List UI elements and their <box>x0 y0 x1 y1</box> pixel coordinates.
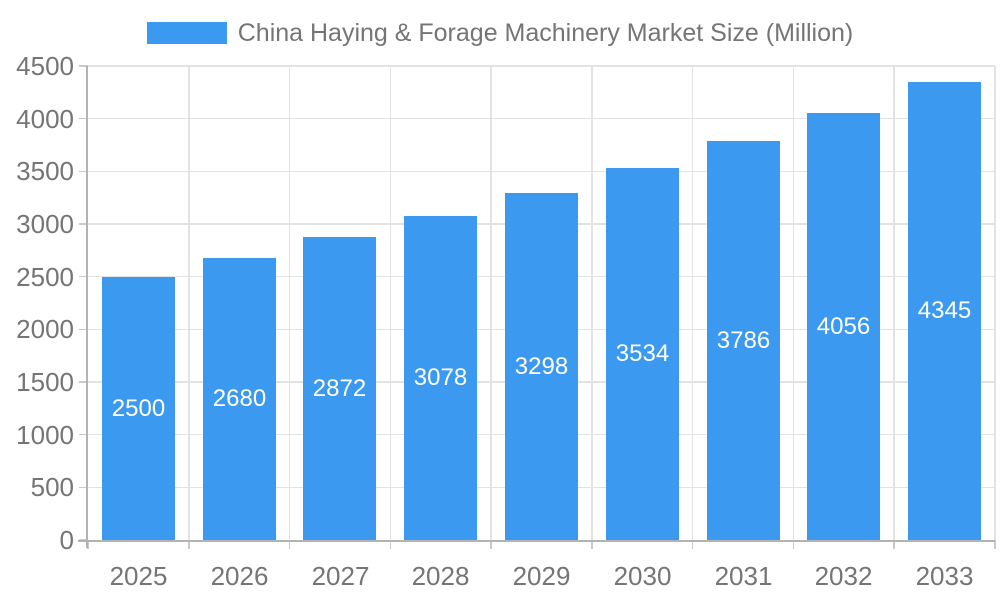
bar-2026 <box>203 258 276 540</box>
legend-swatch <box>146 22 227 44</box>
bar-value-label: 4345 <box>917 297 972 324</box>
y-tick-mark <box>79 223 88 225</box>
x-gridline <box>591 66 593 540</box>
y-tick-mark <box>79 117 88 120</box>
bar-value-label: 2680 <box>212 385 267 412</box>
x-gridline <box>792 66 795 540</box>
y-tick-label: 4000 <box>16 103 74 134</box>
bar-value-label: 3078 <box>413 364 468 391</box>
y-tick-label: 2000 <box>16 314 74 345</box>
y-tick-label: 500 <box>30 472 74 503</box>
y-tick-label: 3500 <box>16 156 74 187</box>
x-tick-mark <box>87 540 89 549</box>
x-gridline <box>994 66 996 540</box>
bar-2030 <box>606 168 679 540</box>
y-gridline <box>88 170 995 173</box>
x-gridline <box>288 66 291 540</box>
x-tick-label: 2033 <box>915 561 974 591</box>
x-tick-label: 2030 <box>613 561 672 591</box>
x-tick-label: 2025 <box>109 561 168 591</box>
chart-title: China Haying & Forage Machinery Market S… <box>237 19 854 47</box>
y-tick-label: 3000 <box>16 209 74 239</box>
x-gridline <box>691 66 694 540</box>
x-tick-label: 2026 <box>210 561 269 591</box>
bar-value-label: 3534 <box>615 340 670 367</box>
x-tick-label: 2032 <box>814 561 873 591</box>
bar-value-label: 3298 <box>514 353 569 380</box>
y-tick-mark <box>79 328 88 331</box>
x-tick-label: 2027 <box>311 561 370 591</box>
x-tick-mark <box>691 540 694 549</box>
x-tick-mark <box>490 540 492 549</box>
legend: China Haying & Forage Machinery Market S… <box>0 20 1000 46</box>
y-tick-mark <box>79 486 88 489</box>
x-gridline <box>490 66 492 540</box>
y-tick-mark <box>79 170 88 173</box>
y-tick-label: 1000 <box>16 419 74 450</box>
x-axis-line <box>78 540 995 542</box>
bar-2029 <box>505 193 578 540</box>
y-gridline <box>88 65 995 67</box>
bar-value-label: 3786 <box>716 327 771 354</box>
y-gridline <box>88 117 995 120</box>
x-tick-mark <box>591 540 593 549</box>
y-tick-label: 0 <box>59 525 74 555</box>
x-tick-mark <box>288 540 291 549</box>
plot-area: 0 500 1000 1500 2000 2500 3000 3500 4000 4500 2500… <box>16 52 996 591</box>
y-tick-mark <box>79 381 88 383</box>
bar-2033 <box>908 82 981 540</box>
y-axis-line <box>86 66 88 548</box>
x-tick-mark <box>893 540 895 549</box>
x-gridline <box>188 66 190 540</box>
x-tick-mark <box>188 540 190 549</box>
y-tick-label: 1500 <box>16 367 74 397</box>
x-tick-label: 2031 <box>714 561 773 591</box>
bar-2027 <box>303 237 376 540</box>
bar-value-label: 2872 <box>312 375 367 402</box>
bar-value-label: 4056 <box>816 313 871 340</box>
x-tick-mark <box>994 540 996 549</box>
x-tick-mark <box>389 540 392 549</box>
bar-2028 <box>404 216 477 540</box>
bar-2031 <box>707 141 780 540</box>
y-tick-mark <box>79 275 88 278</box>
x-tick-label: 2028 <box>411 561 470 591</box>
x-gridline <box>389 66 392 540</box>
y-tick-mark <box>79 65 88 67</box>
x-tick-mark <box>792 540 795 549</box>
x-gridline <box>893 66 895 540</box>
y-tick-label: 4500 <box>16 51 74 81</box>
bar-2025 <box>102 277 175 540</box>
y-tick-label: 2500 <box>16 261 74 292</box>
bar-2032 <box>807 113 880 540</box>
bar-value-label: 2500 <box>111 395 166 422</box>
x-tick-label: 2029 <box>512 561 571 591</box>
y-tick-mark <box>79 433 88 436</box>
